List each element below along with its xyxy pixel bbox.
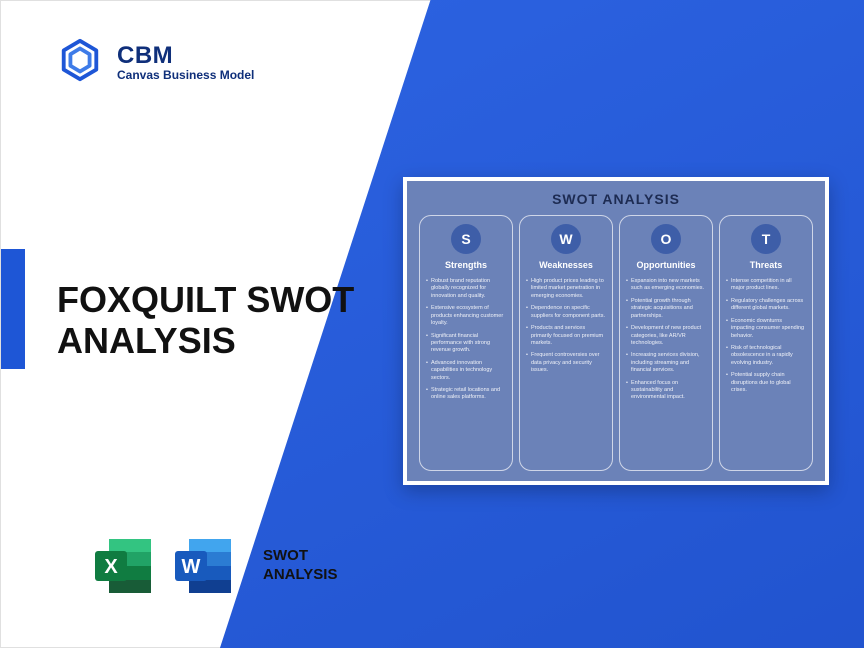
swot-column-opportunities: O Opportunities Expansion into new markets… xyxy=(619,215,713,471)
swot-item: Robust brand reputation globally recogni… xyxy=(426,278,506,300)
excel-icon: X xyxy=(91,533,157,599)
swot-item: Significant financial performance with s… xyxy=(426,333,506,355)
word-icon: W xyxy=(171,533,237,599)
word-letter: W xyxy=(182,556,201,578)
swot-column-heading: Opportunities xyxy=(626,260,706,270)
title-line-2: ANALYSIS xyxy=(57,320,354,361)
file-icons-row: X W SWOT ANALYSIS xyxy=(91,533,337,599)
swot-badge: O xyxy=(651,224,681,254)
swot-item: Development of new product categories, l… xyxy=(626,325,706,347)
swot-item: Strategic retail locations and online sa… xyxy=(426,387,506,402)
swot-badge: W xyxy=(551,224,581,254)
swot-item: Regulatory challenges across different g… xyxy=(726,298,806,313)
swot-column-threats: T Threats Intense competition in all major… xyxy=(719,215,813,471)
swot-item: Enhanced focus on sustainability and env… xyxy=(626,380,706,402)
swot-item: Potential supply chain disruptions due t… xyxy=(726,372,806,394)
page-title: FOXQUILT SWOT ANALYSIS xyxy=(57,279,354,362)
excel-letter: X xyxy=(104,556,118,578)
page-canvas: CBM Canvas Business Model FOXQUILT SWOT … xyxy=(0,0,864,648)
title-line-1: FOXQUILT SWOT xyxy=(57,279,354,320)
swot-column-heading: Threats xyxy=(726,260,806,270)
logo-icon xyxy=(57,37,103,88)
swot-panel: SWOT ANALYSIS S Strengths Robust brand rep… xyxy=(403,177,829,485)
swot-items: Robust brand reputation globally recogni… xyxy=(426,278,506,402)
swot-badge: T xyxy=(751,224,781,254)
swot-item: Increasing services division, including … xyxy=(626,352,706,374)
swot-item: Products and services primarily focused … xyxy=(526,325,606,347)
swot-item: Intense competition in all major product… xyxy=(726,278,806,293)
swot-item: High product prices leading to limited m… xyxy=(526,278,606,300)
swot-item: Economic downturns impacting consumer sp… xyxy=(726,318,806,340)
swot-column-strengths: S Strengths Robust brand reputation global… xyxy=(419,215,513,471)
swot-columns: S Strengths Robust brand reputation global… xyxy=(419,215,813,471)
left-accent-tab xyxy=(1,249,25,369)
file-label-line-2: ANALYSIS xyxy=(263,566,337,585)
swot-panel-title: SWOT ANALYSIS xyxy=(419,191,813,207)
swot-item: Frequent controversies over data privacy… xyxy=(526,352,606,374)
swot-badge: S xyxy=(451,224,481,254)
swot-column-heading: Weaknesses xyxy=(526,260,606,270)
swot-item: Expansion into new markets such as emerg… xyxy=(626,278,706,293)
swot-item: Risk of technological obsolescence in a … xyxy=(726,345,806,367)
swot-item: Extensive ecosystem of products enhancin… xyxy=(426,305,506,327)
brand-logo: CBM Canvas Business Model xyxy=(57,37,254,88)
swot-items: High product prices leading to limited m… xyxy=(526,278,606,375)
brand-acronym: CBM xyxy=(117,44,254,68)
swot-items: Intense competition in all major product… xyxy=(726,278,806,394)
file-label: SWOT ANALYSIS xyxy=(263,547,337,585)
swot-item: Dependence on specific suppliers for com… xyxy=(526,305,606,320)
swot-column-heading: Strengths xyxy=(426,260,506,270)
brand-name: Canvas Business Model xyxy=(117,68,254,82)
swot-item: Potential growth through strategic acqui… xyxy=(626,298,706,320)
brand-text: CBM Canvas Business Model xyxy=(117,44,254,82)
swot-column-weaknesses: W Weaknesses High product prices leading t… xyxy=(519,215,613,471)
swot-items: Expansion into new markets such as emerg… xyxy=(626,278,706,402)
swot-item: Advanced innovation capabilities in tech… xyxy=(426,360,506,382)
file-label-line-1: SWOT xyxy=(263,547,337,566)
